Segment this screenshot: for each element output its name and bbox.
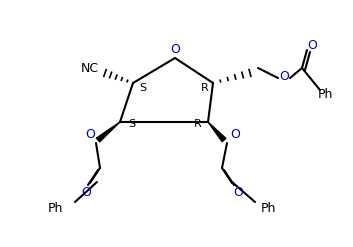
Text: NC: NC <box>81 62 99 75</box>
Text: Ph: Ph <box>47 202 63 214</box>
Polygon shape <box>208 122 226 142</box>
Text: Ph: Ph <box>317 88 333 102</box>
Text: R: R <box>194 119 202 129</box>
Text: O: O <box>279 69 289 82</box>
Text: Ph: Ph <box>260 202 276 214</box>
Text: O: O <box>230 127 240 141</box>
Text: O: O <box>81 185 91 199</box>
Text: O: O <box>85 127 95 141</box>
Text: S: S <box>128 119 136 129</box>
Text: O: O <box>233 185 243 199</box>
Polygon shape <box>96 122 120 142</box>
Text: R: R <box>201 83 209 93</box>
Text: O: O <box>170 43 180 57</box>
Text: S: S <box>139 83 146 93</box>
Text: O: O <box>307 40 317 53</box>
